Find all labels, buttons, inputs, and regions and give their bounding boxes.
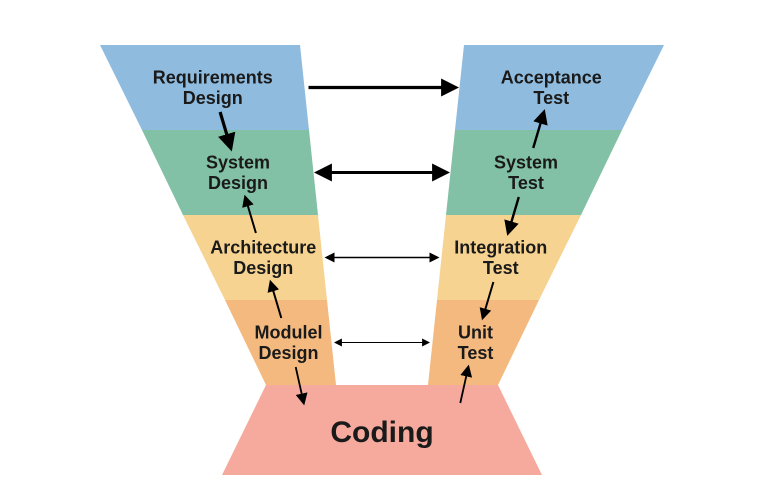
right-label-3: UnitTest: [458, 322, 494, 363]
left-label-3: ModulelDesign: [255, 322, 323, 363]
left-label-1: SystemDesign: [206, 152, 270, 193]
v-model-diagram: CodingRequirementsDesignAcceptanceTestSy…: [0, 0, 768, 501]
coding-label: Coding: [330, 416, 433, 449]
